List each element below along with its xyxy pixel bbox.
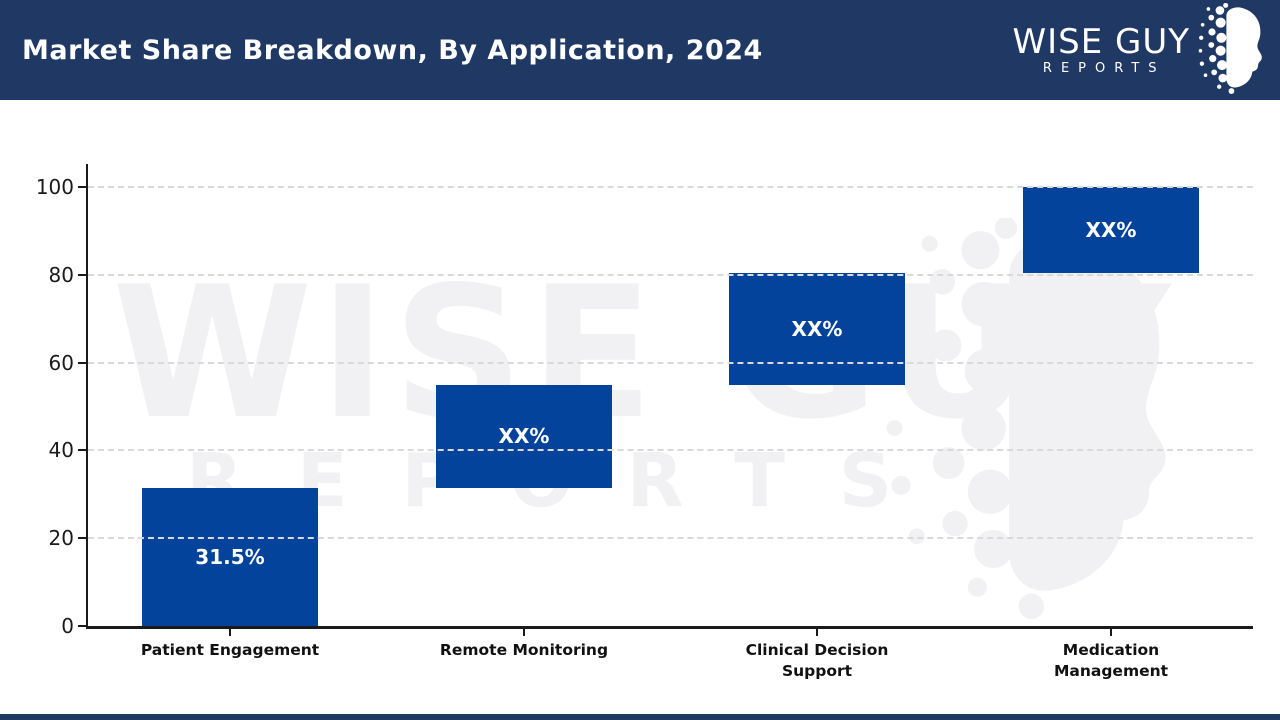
y-tick-80: [78, 273, 86, 276]
bar-value-label-patient-engagement: 31.5%: [195, 544, 265, 569]
y-axis-line: [86, 164, 88, 628]
y-tick-label-100: 100: [35, 175, 74, 199]
header-bar: Market Share Breakdown, By Application, …: [0, 0, 1280, 100]
brand-logo: WISE GUY REPORTS: [1012, 3, 1280, 97]
brand-face-icon: [1198, 3, 1262, 94]
y-tick-label-40: 40: [48, 438, 74, 463]
footer-bar: [0, 714, 1280, 720]
x-tick-label-medication-management: Medication Management: [1053, 641, 1169, 680]
y-tick-label-0: 0: [61, 614, 74, 638]
brand-text: WISE GUY REPORTS: [1012, 25, 1190, 75]
page-title: Market Share Breakdown, By Application, …: [22, 34, 763, 66]
bar-value-label-medication-management: XX%: [1085, 217, 1137, 242]
x-tick-label-remote-monitoring: Remote Monitoring: [439, 641, 609, 659]
y-tick-label-60: 60: [48, 350, 74, 375]
bar-value-label-remote-monitoring: XX%: [498, 424, 550, 449]
bar-remote-monitoring: [436, 384, 612, 488]
y-tick-40: [78, 449, 86, 452]
bar-patient-engagement: [142, 487, 318, 626]
bar-value-label-clinical-decision-support: XX%: [791, 316, 843, 341]
x-tick-label-patient-engagement: Patient Engagement: [140, 641, 320, 659]
y-tick-label-80: 80: [48, 262, 74, 287]
bar-clinical-decision-support: [729, 272, 905, 385]
x-tick-medication-management: [1110, 628, 1112, 636]
y-tick-0: [78, 625, 86, 627]
y-tick-20: [78, 537, 86, 540]
x-tick-label-clinical-decision-support: Clinical Decision Support: [745, 641, 889, 680]
brand-name: WISE GUY: [1012, 22, 1190, 62]
y-tick-label-20: 20: [48, 526, 74, 551]
x-axis-line: [86, 626, 1253, 629]
y-tick-100: [78, 186, 86, 188]
x-tick-patient-engagement: [229, 628, 231, 636]
y-tick-60: [78, 361, 86, 364]
bar-medication-management: [1023, 187, 1199, 273]
brand-subtitle: REPORTS: [1042, 61, 1166, 76]
x-tick-clinical-decision-support: [816, 628, 818, 636]
x-tick-remote-monitoring: [523, 628, 525, 636]
